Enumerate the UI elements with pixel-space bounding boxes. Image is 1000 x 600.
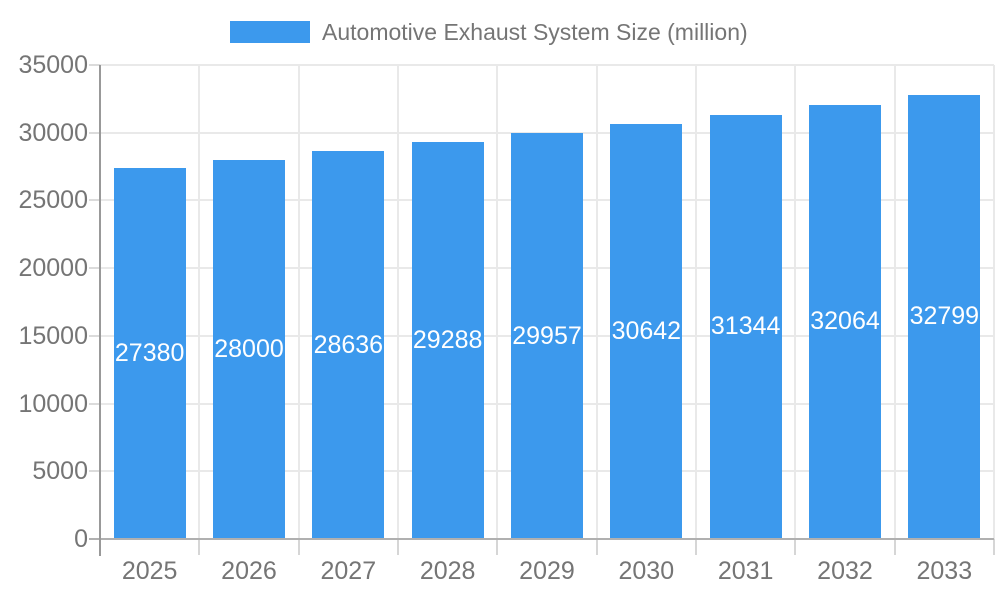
x-axis-tick xyxy=(198,539,201,555)
x-axis-category-label: 2026 xyxy=(221,557,277,585)
bar-2026[interactable]: 28000 xyxy=(213,159,285,539)
legend-label: Automotive Exhaust System Size (million) xyxy=(322,18,748,45)
bar-2033[interactable]: 32799 xyxy=(908,94,981,539)
y-axis-tick xyxy=(89,334,100,337)
gridline-vertical xyxy=(297,65,300,539)
x-axis-category-label: 2030 xyxy=(618,557,675,585)
bar-value-label: 27380 xyxy=(114,339,185,368)
y-axis-tick xyxy=(89,131,100,134)
legend-swatch xyxy=(230,21,310,43)
gridline-vertical xyxy=(893,65,896,539)
x-axis-tick xyxy=(397,539,399,555)
x-axis-tick xyxy=(595,539,598,555)
bar-value-label: 32799 xyxy=(909,302,980,331)
x-axis-category-label: 2027 xyxy=(320,557,377,585)
gridline-vertical xyxy=(993,65,995,539)
plot-area: 0 5000 10000 15000 20000 25000 30000 35000 27380… xyxy=(18,51,995,585)
gridline-vertical xyxy=(695,65,697,539)
y-axis-tick-label: 35000 xyxy=(18,51,88,79)
bar-2028[interactable]: 29288 xyxy=(411,142,484,539)
bar-2029[interactable]: 29957 xyxy=(511,133,583,539)
bar-value-label: 31344 xyxy=(710,312,781,341)
legend-item[interactable]: Automotive Exhaust System Size (million) xyxy=(230,18,748,45)
bar-2030[interactable]: 30642 xyxy=(610,124,683,539)
x-axis-tick xyxy=(993,539,995,555)
y-axis-tick-label: 25000 xyxy=(18,186,88,215)
y-axis-tick xyxy=(89,402,100,405)
x-axis-tick xyxy=(893,539,896,555)
x-axis-tick xyxy=(794,539,797,555)
y-axis-tick-label: 10000 xyxy=(18,389,88,418)
bar-2032[interactable]: 32064 xyxy=(809,104,881,539)
bar-value-label: 28000 xyxy=(214,334,284,363)
y-axis-tick xyxy=(89,470,100,473)
bar-value-label: 30642 xyxy=(611,317,682,346)
x-axis-category-label: 2031 xyxy=(717,557,774,585)
y-axis-tick-label: 15000 xyxy=(18,321,88,350)
gridline-vertical xyxy=(595,65,598,539)
gridline-vertical xyxy=(496,65,499,539)
x-axis-category-label: 2025 xyxy=(121,557,178,585)
gridline-vertical xyxy=(794,65,797,539)
y-axis-line xyxy=(99,65,101,556)
y-axis-tick xyxy=(89,267,100,270)
x-axis-category-label: 2033 xyxy=(916,557,973,585)
x-axis-tick xyxy=(496,539,499,555)
bar-2027[interactable]: 28636 xyxy=(312,151,385,539)
x-axis-tick xyxy=(695,539,697,555)
x-axis-tick xyxy=(297,539,300,555)
y-axis-tick-label: 30000 xyxy=(18,118,88,147)
x-axis-category-label: 2028 xyxy=(419,557,476,585)
bar-value-label: 28636 xyxy=(313,330,384,359)
x-axis-line xyxy=(89,538,994,540)
y-axis-tick xyxy=(89,64,100,66)
y-axis-tick xyxy=(89,199,100,202)
gridline-vertical xyxy=(397,65,399,539)
y-axis-tick-label: 20000 xyxy=(18,254,88,283)
x-axis-category-label: 2032 xyxy=(817,557,873,585)
y-axis-tick-label: 5000 xyxy=(32,457,88,486)
gridline-horizontal xyxy=(100,64,994,66)
bar-value-label: 29288 xyxy=(412,326,483,355)
bar-2031[interactable]: 31344 xyxy=(709,114,782,539)
bar-value-label: 32064 xyxy=(810,307,880,336)
x-axis-category-label: 2029 xyxy=(519,557,575,585)
bar-2025[interactable]: 27380 xyxy=(113,168,186,539)
bar-value-label: 29957 xyxy=(512,321,582,350)
gridline-vertical xyxy=(198,65,201,539)
gridline-horizontal xyxy=(100,131,994,134)
y-axis-tick-label: 0 xyxy=(74,525,88,553)
